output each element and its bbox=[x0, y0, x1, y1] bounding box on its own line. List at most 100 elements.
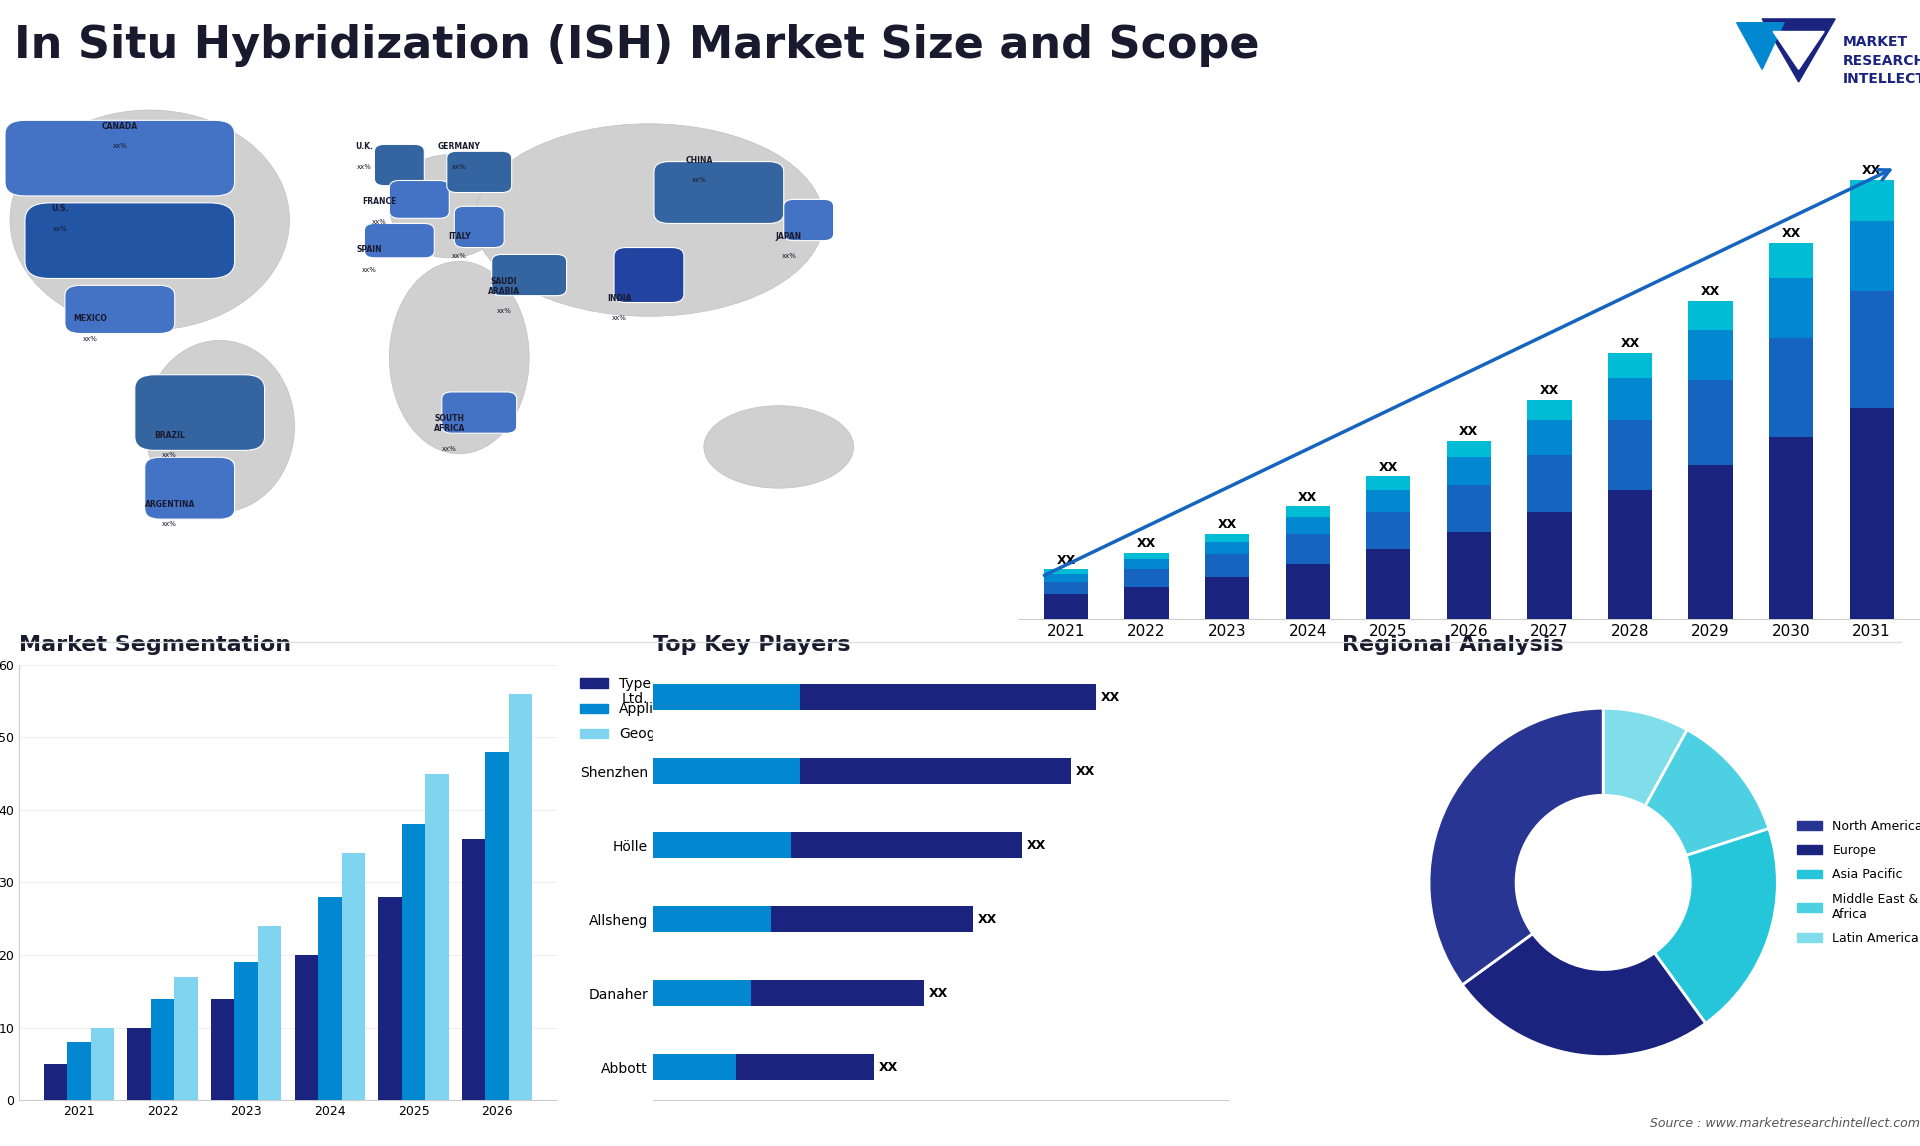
Bar bbox=[1526, 400, 1572, 419]
Bar bbox=[653, 1054, 737, 1081]
Text: XX: XX bbox=[1620, 337, 1640, 351]
Polygon shape bbox=[1736, 23, 1784, 70]
Text: xx%: xx% bbox=[442, 446, 457, 452]
Bar bbox=[653, 832, 791, 858]
Bar bbox=[1849, 408, 1893, 619]
Wedge shape bbox=[1603, 708, 1688, 806]
FancyBboxPatch shape bbox=[144, 457, 234, 519]
Polygon shape bbox=[1772, 31, 1824, 70]
Bar bbox=[653, 981, 924, 1006]
Bar bbox=[653, 759, 1071, 784]
Bar bbox=[1286, 534, 1331, 564]
Text: xx%: xx% bbox=[163, 521, 177, 527]
Bar bbox=[90, 1028, 113, 1100]
Bar bbox=[1044, 570, 1089, 574]
Bar bbox=[1849, 221, 1893, 291]
Text: xx%: xx% bbox=[113, 143, 127, 149]
Legend: Type, Application, Geography: Type, Application, Geography bbox=[574, 672, 703, 747]
Bar bbox=[1365, 489, 1411, 512]
Bar bbox=[342, 854, 365, 1100]
Bar bbox=[653, 906, 772, 933]
Text: XX: XX bbox=[1027, 839, 1046, 851]
Bar bbox=[1446, 485, 1492, 532]
Text: SOUTH
AFRICA: SOUTH AFRICA bbox=[434, 415, 465, 433]
FancyBboxPatch shape bbox=[374, 144, 424, 186]
Bar bbox=[653, 684, 801, 711]
Text: xx%: xx% bbox=[497, 308, 511, 314]
Text: MARKET
RESEARCH
INTELLECT: MARKET RESEARCH INTELLECT bbox=[1843, 36, 1920, 86]
Bar bbox=[234, 963, 257, 1100]
Text: Source : www.marketresearchintellect.com: Source : www.marketresearchintellect.com bbox=[1649, 1116, 1920, 1130]
Text: XX: XX bbox=[1459, 425, 1478, 438]
Bar bbox=[175, 976, 198, 1100]
Text: XX: XX bbox=[1217, 518, 1236, 531]
Ellipse shape bbox=[144, 340, 294, 512]
Bar bbox=[378, 897, 401, 1100]
Bar bbox=[1607, 378, 1651, 419]
Text: JAPAN: JAPAN bbox=[776, 231, 803, 241]
Bar bbox=[463, 839, 486, 1100]
Bar bbox=[1206, 542, 1250, 555]
FancyBboxPatch shape bbox=[65, 285, 175, 333]
Text: xx%: xx% bbox=[451, 164, 467, 170]
Text: XX: XX bbox=[977, 913, 996, 926]
Circle shape bbox=[1517, 795, 1690, 970]
FancyBboxPatch shape bbox=[614, 248, 684, 303]
FancyBboxPatch shape bbox=[783, 199, 833, 241]
Wedge shape bbox=[1463, 934, 1705, 1057]
Text: XX: XX bbox=[1077, 764, 1096, 778]
Text: xx%: xx% bbox=[451, 253, 467, 259]
Bar bbox=[1365, 477, 1411, 489]
Bar bbox=[1365, 549, 1411, 619]
Bar bbox=[1125, 587, 1169, 619]
Text: U.K.: U.K. bbox=[355, 142, 372, 151]
Ellipse shape bbox=[705, 406, 854, 488]
Bar bbox=[653, 1054, 874, 1081]
FancyBboxPatch shape bbox=[492, 254, 566, 296]
Text: XX: XX bbox=[1862, 164, 1882, 176]
Bar bbox=[486, 752, 509, 1100]
Bar bbox=[1125, 570, 1169, 587]
FancyBboxPatch shape bbox=[455, 206, 505, 248]
Text: ARGENTINA: ARGENTINA bbox=[144, 500, 196, 509]
Text: XX: XX bbox=[1137, 537, 1156, 550]
Ellipse shape bbox=[390, 155, 509, 258]
Bar bbox=[653, 981, 751, 1006]
Text: xx%: xx% bbox=[372, 219, 386, 225]
Bar bbox=[1849, 180, 1893, 221]
Bar bbox=[1125, 559, 1169, 570]
Bar bbox=[1044, 574, 1089, 581]
Bar bbox=[1286, 507, 1331, 517]
Bar bbox=[1688, 464, 1732, 619]
Polygon shape bbox=[1763, 19, 1836, 81]
Bar bbox=[44, 1063, 67, 1100]
Bar bbox=[1446, 532, 1492, 619]
Ellipse shape bbox=[10, 110, 290, 330]
Text: XX: XX bbox=[879, 1061, 899, 1074]
FancyBboxPatch shape bbox=[442, 392, 516, 433]
Text: XX: XX bbox=[929, 987, 948, 1000]
Bar bbox=[1688, 300, 1732, 330]
Text: U.S.: U.S. bbox=[52, 204, 69, 213]
Text: BRAZIL: BRAZIL bbox=[154, 431, 184, 440]
Text: SPAIN: SPAIN bbox=[357, 245, 382, 254]
Bar bbox=[1125, 554, 1169, 559]
Text: xx%: xx% bbox=[363, 267, 376, 273]
Text: XX: XX bbox=[1056, 554, 1075, 566]
Bar bbox=[1526, 419, 1572, 455]
Bar bbox=[1688, 330, 1732, 380]
Bar bbox=[1446, 440, 1492, 457]
Bar bbox=[294, 955, 319, 1100]
Bar bbox=[1607, 353, 1651, 378]
Bar bbox=[211, 998, 234, 1100]
Text: Top Key Players: Top Key Players bbox=[653, 635, 851, 654]
FancyBboxPatch shape bbox=[134, 375, 265, 450]
Text: Market Segmentation: Market Segmentation bbox=[19, 635, 292, 654]
Bar bbox=[1607, 489, 1651, 619]
Bar bbox=[1526, 512, 1572, 619]
Bar bbox=[127, 1028, 152, 1100]
Bar bbox=[653, 832, 1021, 858]
Text: xx%: xx% bbox=[357, 164, 372, 170]
Text: CANADA: CANADA bbox=[102, 121, 138, 131]
Bar bbox=[1206, 576, 1250, 619]
